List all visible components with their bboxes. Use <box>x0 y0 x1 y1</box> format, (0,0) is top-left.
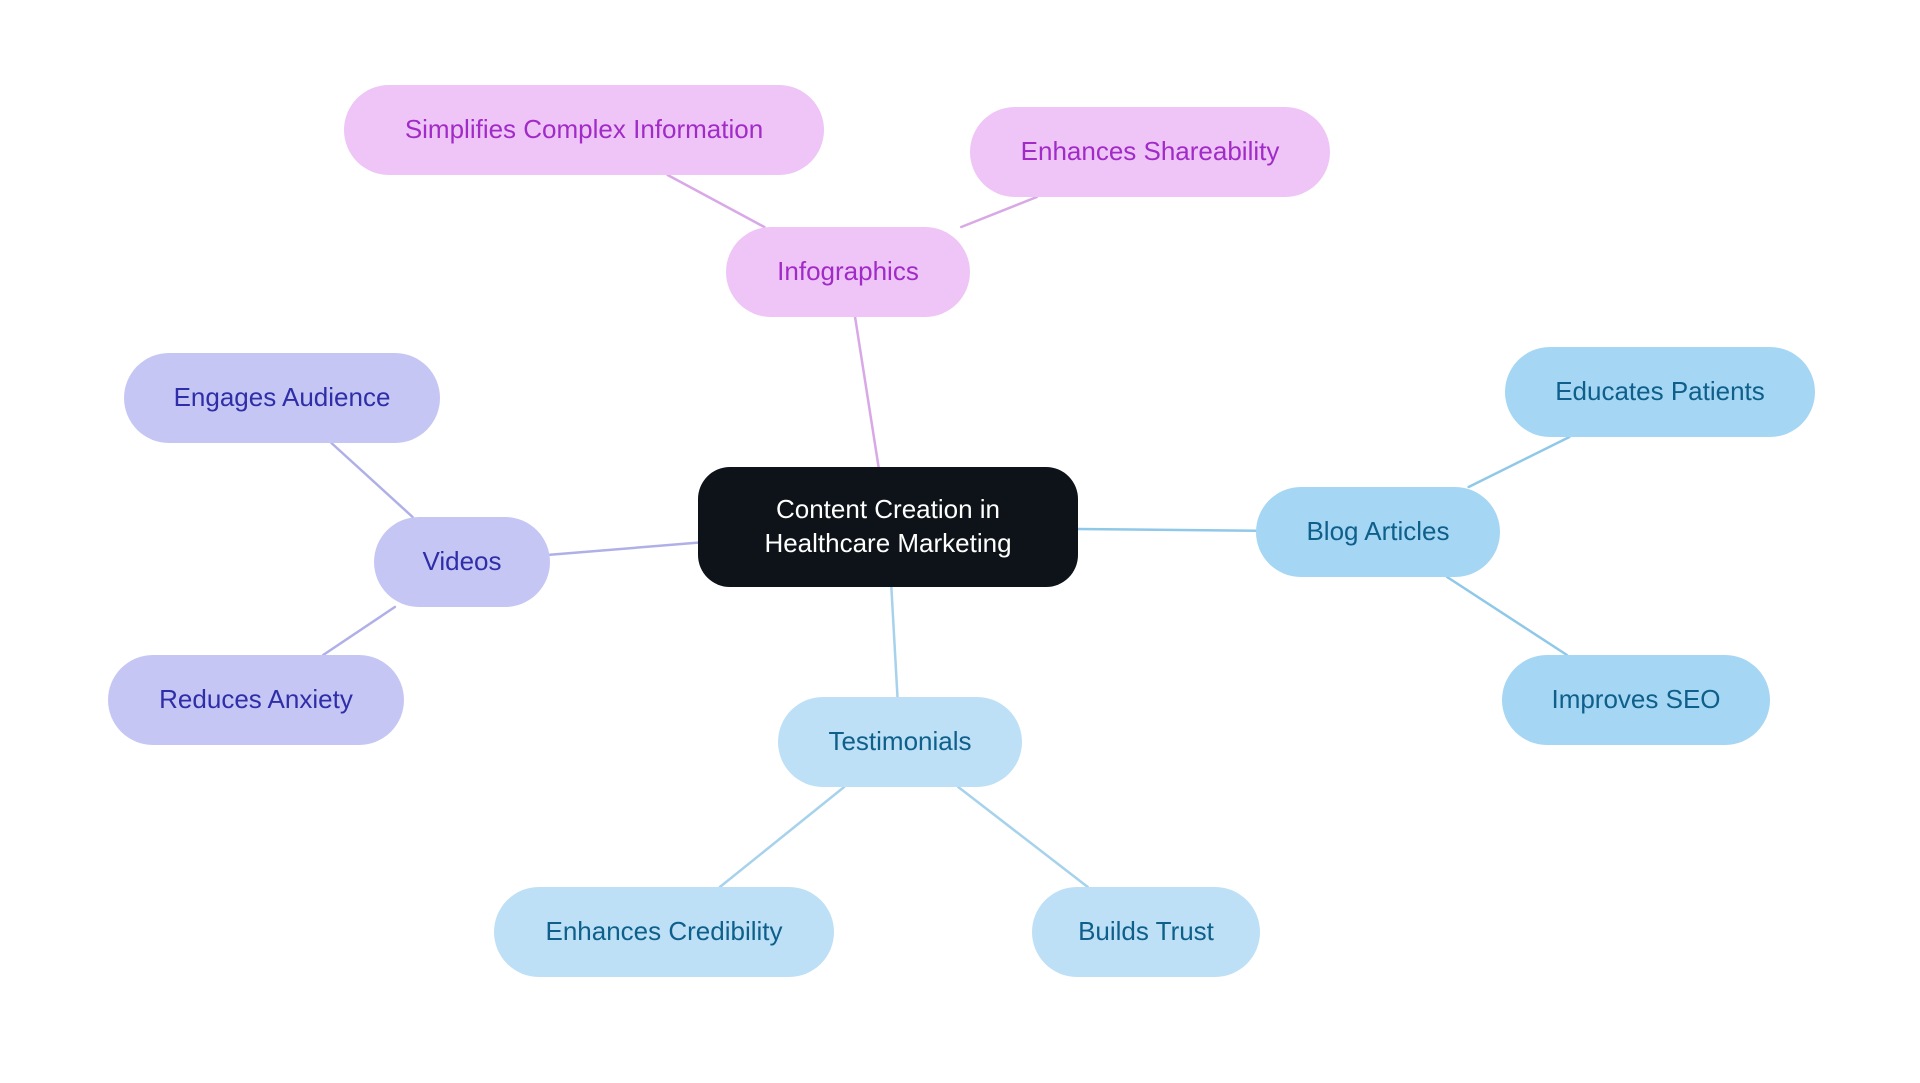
node-label: Videos <box>422 545 501 579</box>
edge-testimonials-trust <box>958 787 1087 887</box>
node-credibility: Enhances Credibility <box>494 887 834 977</box>
edge-videos-anxiety <box>323 607 395 655</box>
node-label: Enhances Shareability <box>1021 135 1280 169</box>
edge-center-blog <box>1078 529 1256 531</box>
node-anxiety: Reduces Anxiety <box>108 655 404 745</box>
node-label: Content Creation in Healthcare Marketing <box>764 493 1011 561</box>
edge-center-infographics <box>855 317 879 467</box>
node-shareability: Enhances Shareability <box>970 107 1330 197</box>
edge-center-videos <box>550 543 698 555</box>
node-label: Reduces Anxiety <box>159 683 353 717</box>
node-label: Simplifies Complex Information <box>405 113 763 147</box>
node-videos: Videos <box>374 517 550 607</box>
edge-center-testimonials <box>891 587 897 697</box>
node-label: Improves SEO <box>1551 683 1720 717</box>
node-seo: Improves SEO <box>1502 655 1770 745</box>
edge-testimonials-credibility <box>720 787 844 887</box>
node-infographics: Infographics <box>726 227 970 317</box>
edge-blog-seo <box>1447 577 1567 655</box>
node-blog: Blog Articles <box>1256 487 1500 577</box>
node-label: Blog Articles <box>1306 515 1449 549</box>
edge-infographics-simplifies <box>668 175 765 227</box>
node-label: Educates Patients <box>1555 375 1765 409</box>
node-testimonials: Testimonials <box>778 697 1022 787</box>
node-label: Engages Audience <box>174 381 391 415</box>
edge-videos-engages <box>331 443 412 517</box>
node-label: Enhances Credibility <box>545 915 782 949</box>
node-engages: Engages Audience <box>124 353 440 443</box>
node-label: Testimonials <box>828 725 971 759</box>
node-simplifies: Simplifies Complex Information <box>344 85 824 175</box>
mindmap-canvas: Content Creation in Healthcare Marketing… <box>0 0 1920 1083</box>
node-trust: Builds Trust <box>1032 887 1260 977</box>
node-label: Builds Trust <box>1078 915 1214 949</box>
node-label: Infographics <box>777 255 919 289</box>
node-center: Content Creation in Healthcare Marketing <box>698 467 1078 587</box>
node-educates: Educates Patients <box>1505 347 1815 437</box>
edge-blog-educates <box>1469 437 1570 487</box>
edge-infographics-shareability <box>961 197 1037 227</box>
